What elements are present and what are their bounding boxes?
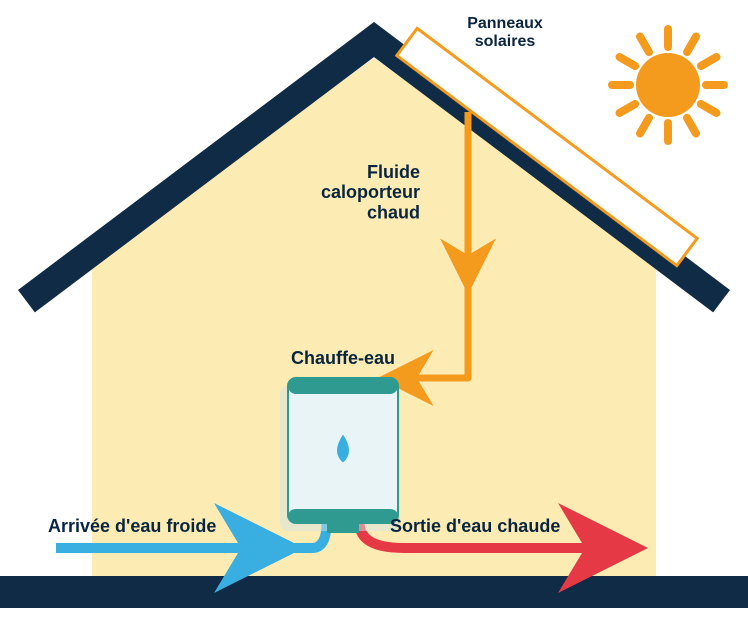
- solar-water-heater-diagram: Panneauxsolaires Fluidecaloporteurchaud …: [0, 0, 748, 620]
- label-heater: Chauffe-eau: [291, 348, 395, 368]
- ground-bar: [0, 576, 748, 608]
- sun-icon: [612, 29, 724, 141]
- label-hot-out: Sortie d'eau chaude: [390, 516, 560, 536]
- label-solar-panels: Panneauxsolaires: [467, 15, 543, 50]
- label-cold-in: Arrivée d'eau froide: [48, 516, 216, 536]
- water-heater: [280, 378, 400, 533]
